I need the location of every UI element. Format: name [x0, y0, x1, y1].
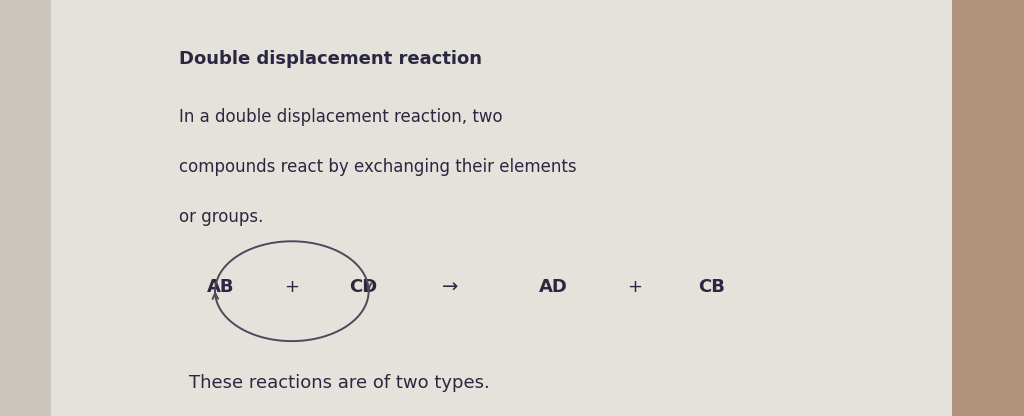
Text: AB: AB — [207, 278, 233, 296]
Text: +: + — [628, 278, 642, 296]
Bar — [952, 0, 1024, 416]
Text: or groups.: or groups. — [179, 208, 263, 226]
Text: CD: CD — [349, 278, 378, 296]
Text: compounds react by exchanging their elements: compounds react by exchanging their elem… — [179, 158, 577, 176]
Bar — [0, 0, 51, 416]
Text: These reactions are of two types.: These reactions are of two types. — [189, 374, 490, 392]
Text: In a double displacement reaction, two: In a double displacement reaction, two — [179, 108, 503, 126]
Text: +: + — [285, 278, 299, 296]
Text: Double displacement reaction: Double displacement reaction — [179, 50, 482, 68]
Text: →: → — [442, 277, 459, 297]
Text: CB: CB — [698, 278, 725, 296]
Text: AD: AD — [539, 278, 567, 296]
